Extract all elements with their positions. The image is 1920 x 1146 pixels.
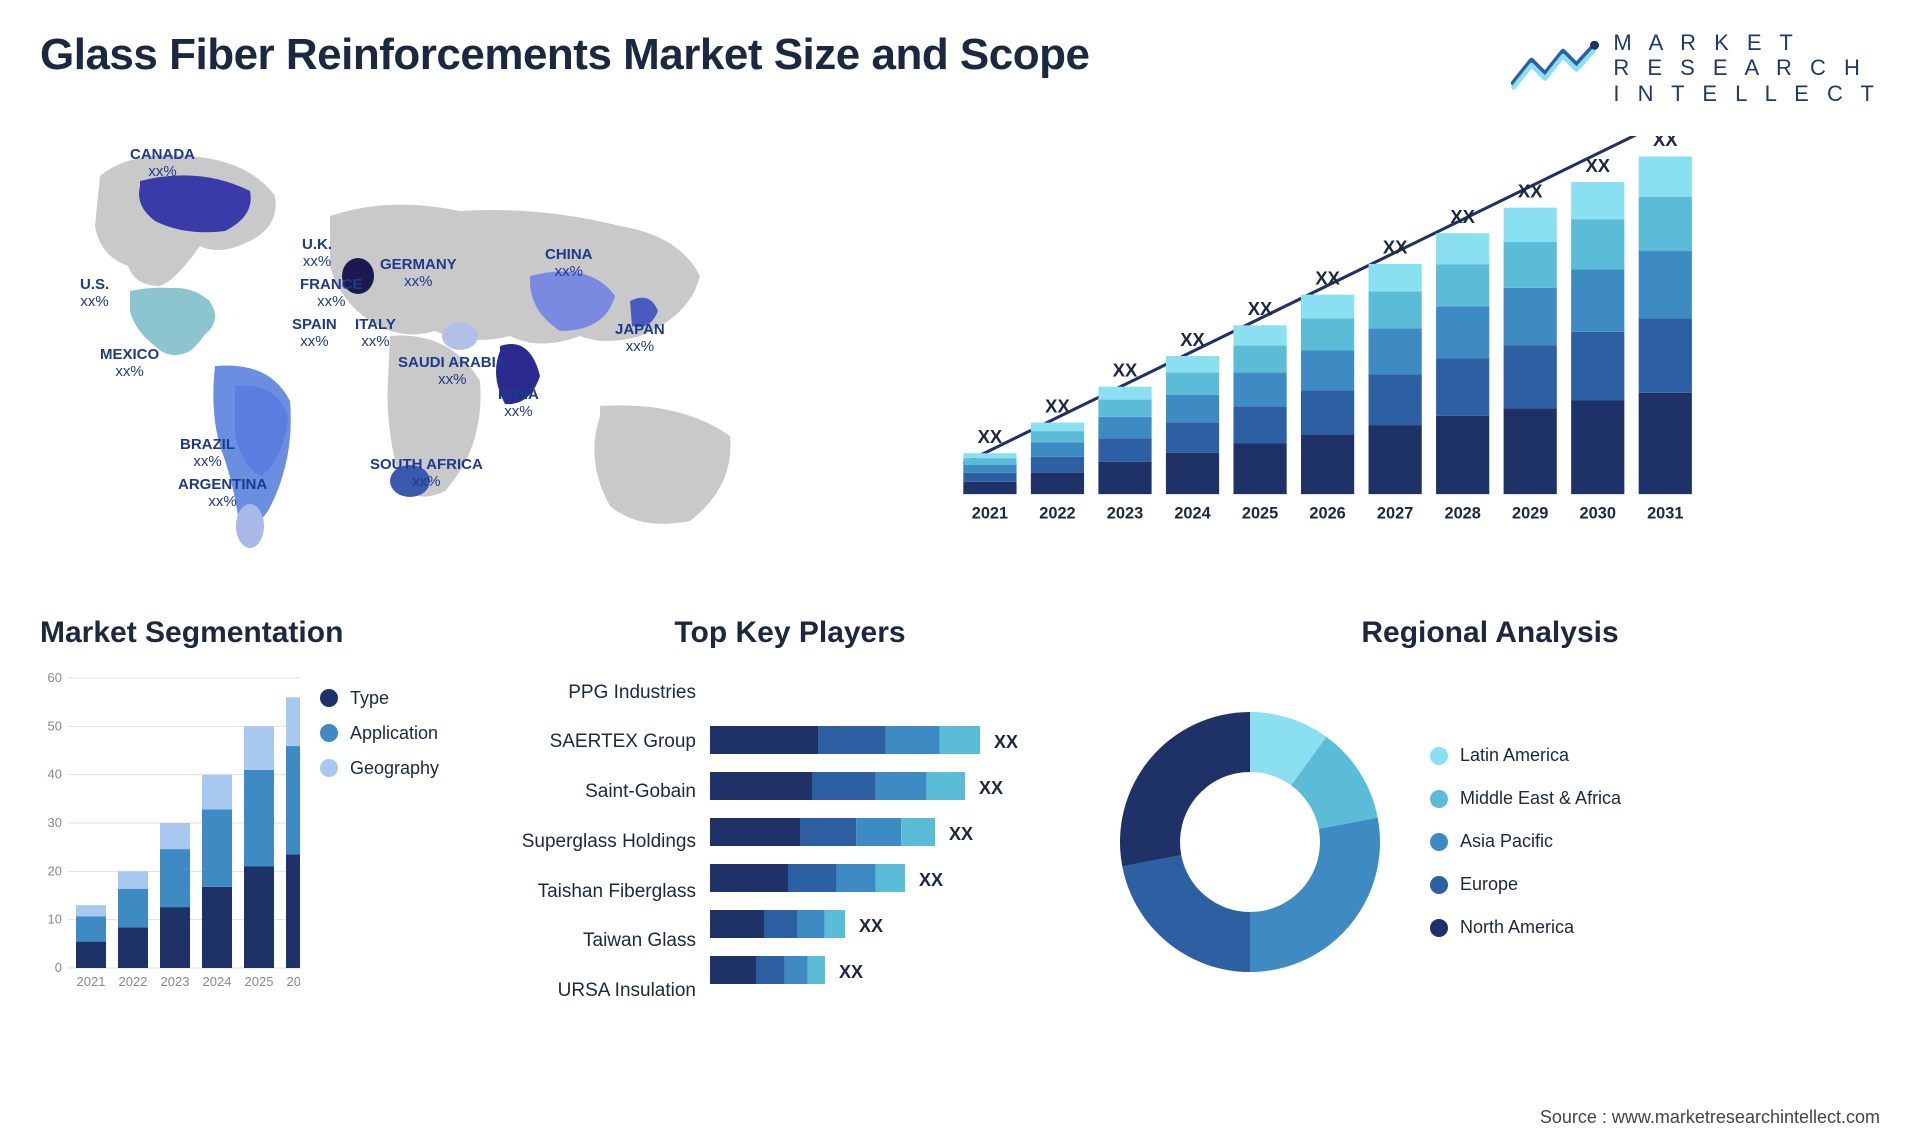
svg-text:2026: 2026 <box>1309 505 1345 523</box>
player-name: Saint-Gobain <box>585 781 696 803</box>
map-label: FRANCExx% <box>300 276 363 311</box>
growth-chart: XX 2021 XX 2022 XX 2023 XX 2024 XX 2025 XX 2026 XX 20… <box>810 136 1880 576</box>
legend-item: Asia Pacific <box>1430 831 1880 852</box>
player-labels: PPG Industries SAERTEX Group Saint-Gobain S… <box>510 668 696 1016</box>
legend-item: Middle East & Africa <box>1430 788 1880 809</box>
player-name: Taishan Fiberglass <box>538 881 696 903</box>
svg-text:2031: 2031 <box>1647 505 1683 523</box>
world-map-panel: CANADAxx% U.S.xx% MEXICOxx% BRAZILxx% ARGENT… <box>40 136 770 576</box>
map-label: CHINAxx% <box>545 246 593 281</box>
svg-text:2028: 2028 <box>1444 505 1480 523</box>
growth-chart-panel: XX 2021 XX 2022 XX 2023 XX 2024 XX 2025 XX 2026 XX 20… <box>810 136 1880 576</box>
regional-title: Regional Analysis <box>1100 616 1880 650</box>
legend-item: Europe <box>1430 874 1880 895</box>
svg-text:XX: XX <box>978 426 1003 447</box>
legend-item: Application <box>320 723 480 744</box>
svg-text:XX: XX <box>1383 237 1408 258</box>
player-bars: XX XX XX XX XX XX <box>710 668 1070 1016</box>
map-label: U.S.xx% <box>80 276 109 311</box>
svg-text:XX: XX <box>949 824 973 844</box>
svg-text:XX: XX <box>1518 180 1543 201</box>
legend-item: Latin America <box>1430 745 1880 766</box>
svg-text:2029: 2029 <box>1512 505 1548 523</box>
players-panel: Top Key Players PPG Industries SAERTEX Gr… <box>510 616 1070 1016</box>
logo-line-2: R E S E A R C H <box>1613 55 1880 80</box>
players-title: Top Key Players <box>510 616 1070 650</box>
donut-chart <box>1100 702 1400 982</box>
logo-line-3: I N T E L L E C T <box>1613 81 1880 106</box>
svg-text:2027: 2027 <box>1377 505 1413 523</box>
svg-text:30: 30 <box>48 815 62 830</box>
svg-text:XX: XX <box>979 778 1003 798</box>
map-label: U.K.xx% <box>302 236 332 271</box>
regional-legend: Latin America Middle East & Africa Asia Pa… <box>1430 745 1880 938</box>
svg-text:XX: XX <box>1585 155 1610 176</box>
logo-line-1: M A R K E T <box>1613 30 1880 55</box>
svg-text:2022: 2022 <box>1039 505 1075 523</box>
map-label: ITALYxx% <box>355 316 396 351</box>
svg-text:2026: 2026 <box>287 974 300 989</box>
svg-text:2021: 2021 <box>972 505 1008 523</box>
svg-text:40: 40 <box>48 767 62 782</box>
player-name: URSA Insulation <box>558 980 696 1002</box>
svg-text:XX: XX <box>1653 136 1678 150</box>
svg-text:20: 20 <box>48 863 62 878</box>
map-label: JAPANxx% <box>615 321 665 356</box>
segmentation-panel: Market Segmentation 0 10 20 30 40 50 60 2021 202… <box>40 616 480 1016</box>
svg-text:2024: 2024 <box>203 974 232 989</box>
svg-text:2025: 2025 <box>245 974 274 989</box>
legend-item: North America <box>1430 917 1880 938</box>
map-label: SAUDI ARABIAxx% <box>398 354 507 389</box>
svg-text:XX: XX <box>839 962 863 982</box>
svg-text:50: 50 <box>48 718 62 733</box>
svg-text:XX: XX <box>859 916 883 936</box>
svg-text:2030: 2030 <box>1580 505 1616 523</box>
map-label: ARGENTINAxx% <box>178 476 267 511</box>
svg-text:XX: XX <box>1248 298 1273 319</box>
regional-panel: Regional Analysis Latin America Middle Ea… <box>1100 616 1880 1016</box>
svg-text:2024: 2024 <box>1174 505 1211 523</box>
map-label: SPAINxx% <box>292 316 337 351</box>
map-label: SOUTH AFRICAxx% <box>370 456 483 491</box>
segmentation-legend: Type Application Geography <box>320 668 480 1016</box>
svg-text:0: 0 <box>55 960 62 975</box>
svg-text:XX: XX <box>1450 206 1475 227</box>
legend-item: Type <box>320 688 480 709</box>
player-name: PPG Industries <box>568 682 696 704</box>
svg-text:2025: 2025 <box>1242 505 1278 523</box>
player-name: Taiwan Glass <box>583 930 696 952</box>
legend-item: Geography <box>320 758 480 779</box>
svg-text:XX: XX <box>1113 359 1138 380</box>
svg-text:2022: 2022 <box>119 974 148 989</box>
player-name: Superglass Holdings <box>522 831 696 853</box>
svg-text:XX: XX <box>1180 329 1205 350</box>
map-label: CANADAxx% <box>130 146 195 181</box>
svg-text:XX: XX <box>919 870 943 890</box>
svg-text:2023: 2023 <box>161 974 190 989</box>
map-label: GERMANYxx% <box>380 256 457 291</box>
segmentation-chart: 0 10 20 30 40 50 60 2021 2022 2023 2024 2025 2026 <box>40 668 300 1016</box>
segmentation-title: Market Segmentation <box>40 616 480 650</box>
source-text: Source : www.marketresearchintellect.com <box>1540 1107 1880 1128</box>
page-title: Glass Fiber Reinforcements Market Size a… <box>40 30 1089 80</box>
top-row: CANADAxx% U.S.xx% MEXICOxx% BRAZILxx% ARGENT… <box>40 136 1880 576</box>
svg-text:60: 60 <box>48 670 62 685</box>
bottom-row: Market Segmentation 0 10 20 30 40 50 60 2021 202… <box>40 616 1880 1016</box>
player-name: SAERTEX Group <box>550 731 696 753</box>
brand-logo: M A R K E T R E S E A R C H I N T E L L … <box>1509 30 1880 106</box>
map-label: INDIAxx% <box>498 386 539 421</box>
map-label: BRAZILxx% <box>180 436 235 471</box>
header: Glass Fiber Reinforcements Market Size a… <box>40 30 1880 106</box>
svg-text:2021: 2021 <box>77 974 106 989</box>
svg-text:XX: XX <box>1315 267 1340 288</box>
logo-mark-icon <box>1509 35 1599 100</box>
svg-text:XX: XX <box>1045 395 1070 416</box>
svg-text:10: 10 <box>48 912 62 927</box>
map-label: MEXICOxx% <box>100 346 159 381</box>
svg-text:XX: XX <box>994 732 1018 752</box>
svg-text:2023: 2023 <box>1107 505 1143 523</box>
